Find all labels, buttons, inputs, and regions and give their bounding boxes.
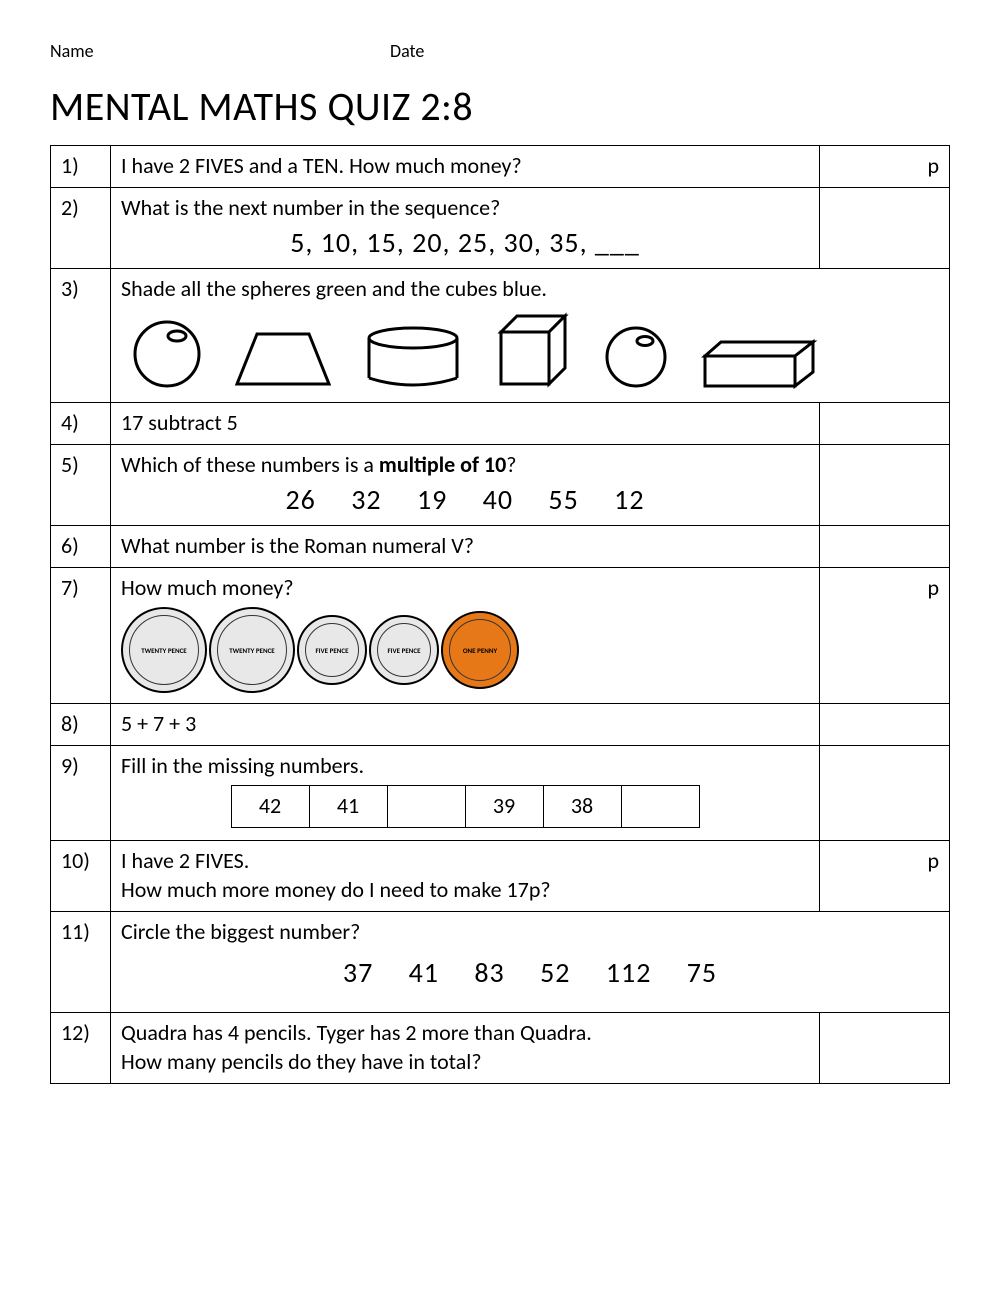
question-text: 17 subtract 5 [111,403,820,445]
question-text: Shade all the spheres green and the cube… [121,275,939,302]
unit-label: p [927,574,939,601]
question-number: 9) [51,746,111,841]
question-text: What is the next number in the sequence? [121,194,809,221]
sphere-icon[interactable] [131,318,203,390]
question-body: Quadra has 4 pencils. Tyger has 2 more t… [111,1013,820,1084]
question-text: Circle the biggest number? [121,918,939,945]
answer-cell[interactable] [820,1013,950,1084]
question-body: Circle the biggest number? 37 41 83 52 1… [111,912,950,1013]
question-body: Which of these numbers is a multiple of … [111,445,820,526]
choice-numbers: 26 32 19 40 55 12 [121,482,809,517]
cube-icon[interactable] [493,310,573,390]
question-number: 8) [51,704,111,746]
question-number: 12) [51,1013,111,1084]
question-row: 8) 5 + 7 + 3 [51,704,950,746]
coin-five-pence-icon: FIVE PENCE [297,615,367,685]
answer-cell[interactable] [820,746,950,841]
blank-cell[interactable] [621,786,699,828]
question-row: 5) Which of these numbers is a multiple … [51,445,950,526]
question-body: What is the next number in the sequence?… [111,188,820,269]
question-text: I have 2 FIVES and a TEN. How much money… [111,146,820,188]
question-number: 3) [51,269,111,403]
page-title: MENTAL MATHS QUIZ 2:8 [50,82,950,131]
question-text: Quadra has 4 pencils. Tyger has 2 more t… [121,1019,809,1046]
choice-numbers: 37 41 83 52 112 75 [121,955,939,990]
number-cell: 42 [231,786,309,828]
question-row: 4) 17 subtract 5 [51,403,950,445]
question-number: 10) [51,841,111,912]
shapes-row [131,310,939,390]
answer-cell[interactable] [820,188,950,269]
coin-twenty-pence-icon: TWENTY PENCE [209,607,295,693]
question-row: 1) I have 2 FIVES and a TEN. How much mo… [51,146,950,188]
question-text: I have 2 FIVES. [121,847,809,874]
number-cell: 39 [465,786,543,828]
question-row: 9) Fill in the missing numbers. 42 41 39… [51,746,950,841]
coin-twenty-pence-icon: TWENTY PENCE [121,607,207,693]
question-body: Fill in the missing numbers. 42 41 39 38 [111,746,820,841]
coins-row: TWENTY PENCE TWENTY PENCE FIVE PENCE FIV… [121,607,809,693]
cuboid-icon[interactable] [699,338,819,390]
question-row: 11) Circle the biggest number? 37 41 83 … [51,912,950,1013]
question-number: 4) [51,403,111,445]
answer-cell[interactable]: p [820,146,950,188]
question-text-2: How many pencils do they have in total? [121,1048,809,1075]
question-body: How much money? TWENTY PENCE TWENTY PENC… [111,568,820,704]
question-row: 10) I have 2 FIVES. How much more money … [51,841,950,912]
unit-label: p [927,152,939,179]
trapezoid-icon[interactable] [233,328,333,390]
number-cell: 38 [543,786,621,828]
unit-label: p [927,847,939,874]
blank-cell[interactable] [387,786,465,828]
question-row: 7) How much money? TWENTY PENCE TWENTY P… [51,568,950,704]
question-number: 5) [51,445,111,526]
missing-numbers-table: 42 41 39 38 [231,785,700,828]
answer-cell[interactable]: p [820,841,950,912]
answer-cell[interactable] [820,403,950,445]
question-body: I have 2 FIVES. How much more money do I… [111,841,820,912]
answer-cell[interactable]: p [820,568,950,704]
sequence-text: 5, 10, 15, 20, 25, 30, 35, ___ [121,225,809,260]
question-body: Shade all the spheres green and the cube… [111,269,950,403]
answer-cell[interactable] [820,445,950,526]
question-number: 11) [51,912,111,1013]
answer-cell[interactable] [820,704,950,746]
question-text: Which of these numbers is a multiple of … [121,451,809,478]
header-row: Name Date [50,40,950,62]
question-row: 12) Quadra has 4 pencils. Tyger has 2 mo… [51,1013,950,1084]
question-row: 2) What is the next number in the sequen… [51,188,950,269]
sphere-icon[interactable] [603,324,669,390]
coin-five-pence-icon: FIVE PENCE [369,615,439,685]
question-row: 6) What number is the Roman numeral V? [51,526,950,568]
coin-one-penny-icon: ONE PENNY [441,611,519,689]
question-number: 1) [51,146,111,188]
quiz-table: 1) I have 2 FIVES and a TEN. How much mo… [50,145,950,1084]
number-cell: 41 [309,786,387,828]
question-number: 2) [51,188,111,269]
question-text-2: How much more money do I need to make 17… [121,876,809,903]
question-number: 6) [51,526,111,568]
name-label: Name [50,40,390,62]
cylinder-icon[interactable] [363,326,463,390]
date-label: Date [390,40,424,62]
question-text: 5 + 7 + 3 [111,704,820,746]
question-text: What number is the Roman numeral V? [111,526,820,568]
question-text: How much money? [121,574,809,601]
question-row: 3) Shade all the spheres green and the c… [51,269,950,403]
question-text: Fill in the missing numbers. [121,752,809,779]
question-number: 7) [51,568,111,704]
answer-cell[interactable] [820,526,950,568]
